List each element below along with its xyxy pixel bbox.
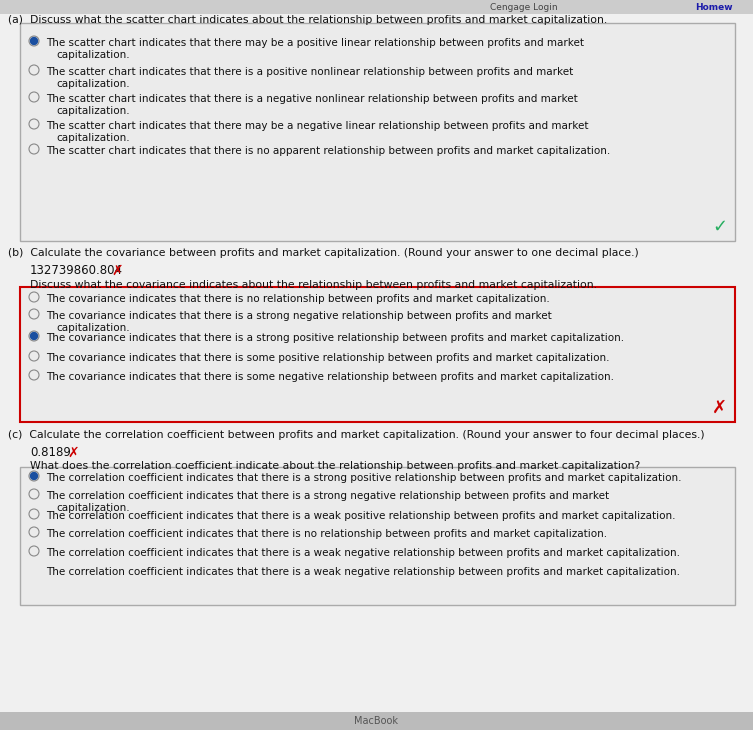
Text: ✗: ✗	[712, 399, 727, 417]
Text: The correlation coefficient indicates that there is a strong negative relationsh: The correlation coefficient indicates th…	[46, 491, 609, 501]
Text: The scatter chart indicates that there is a positive nonlinear relationship betw: The scatter chart indicates that there i…	[46, 67, 573, 77]
Text: ✗: ✗	[67, 446, 78, 460]
Circle shape	[31, 332, 38, 339]
Text: Homew: Homew	[695, 2, 733, 12]
Text: 132739860.804: 132739860.804	[30, 264, 123, 277]
Text: capitalization.: capitalization.	[56, 323, 130, 333]
Circle shape	[31, 37, 38, 45]
Text: The scatter chart indicates that there may be a negative linear relationship bet: The scatter chart indicates that there m…	[46, 121, 589, 131]
Text: ✗: ✗	[111, 264, 123, 278]
Text: The correlation coefficient indicates that there is a strong positive relationsh: The correlation coefficient indicates th…	[46, 473, 681, 483]
Text: ✓: ✓	[712, 218, 727, 236]
Text: The scatter chart indicates that there is no apparent relationship between profi: The scatter chart indicates that there i…	[46, 146, 610, 156]
Text: The correlation coefficient indicates that there is no relationship between prof: The correlation coefficient indicates th…	[46, 529, 607, 539]
Text: Cengage Login: Cengage Login	[490, 2, 558, 12]
Text: What does the correlation coefficient indicate about the relationship between pr: What does the correlation coefficient in…	[30, 461, 640, 471]
Text: The correlation coefficient indicates that there is a weak negative relationship: The correlation coefficient indicates th…	[46, 548, 680, 558]
Bar	[20, 287, 735, 422]
Text: The correlation coefficient indicates that there is a weak negative relationship: The correlation coefficient indicates th…	[46, 567, 680, 577]
Text: capitalization.: capitalization.	[56, 133, 130, 143]
Text: MacBook: MacBook	[354, 716, 398, 726]
Bar	[20, 23, 735, 241]
Circle shape	[31, 472, 38, 480]
Text: capitalization.: capitalization.	[56, 106, 130, 116]
Text: The covariance indicates that there is a strong positive relationship between pr: The covariance indicates that there is a…	[46, 333, 624, 343]
Text: The scatter chart indicates that there may be a positive linear relationship bet: The scatter chart indicates that there m…	[46, 38, 584, 48]
Text: (a)  Discuss what the scatter chart indicates about the relationship between pro: (a) Discuss what the scatter chart indic…	[8, 15, 607, 25]
Bar	[0, 0, 753, 14]
Text: The covariance indicates that there is some negative relationship between profit: The covariance indicates that there is s…	[46, 372, 614, 382]
Text: The correlation coefficient indicates that there is a weak positive relationship: The correlation coefficient indicates th…	[46, 511, 675, 521]
Bar	[20, 467, 735, 605]
Text: capitalization.: capitalization.	[56, 79, 130, 89]
Text: (b)  Calculate the covariance between profits and market capitalization. (Round : (b) Calculate the covariance between pro…	[8, 248, 639, 258]
Text: 0.8189: 0.8189	[30, 446, 71, 459]
Text: The covariance indicates that there is some positive relationship between profit: The covariance indicates that there is s…	[46, 353, 609, 363]
Text: The covariance indicates that there is a strong negative relationship between pr: The covariance indicates that there is a…	[46, 311, 552, 321]
Text: capitalization.: capitalization.	[56, 503, 130, 513]
Text: The covariance indicates that there is no relationship between profits and marke: The covariance indicates that there is n…	[46, 294, 550, 304]
Bar	[0, 712, 753, 730]
Text: The scatter chart indicates that there is a negative nonlinear relationship betw: The scatter chart indicates that there i…	[46, 94, 578, 104]
Text: capitalization.: capitalization.	[56, 50, 130, 60]
Text: (c)  Calculate the correlation coefficient between profits and market capitaliza: (c) Calculate the correlation coefficien…	[8, 430, 705, 440]
Text: Discuss what the covariance indicates about the relationship between profits and: Discuss what the covariance indicates ab…	[30, 280, 597, 290]
